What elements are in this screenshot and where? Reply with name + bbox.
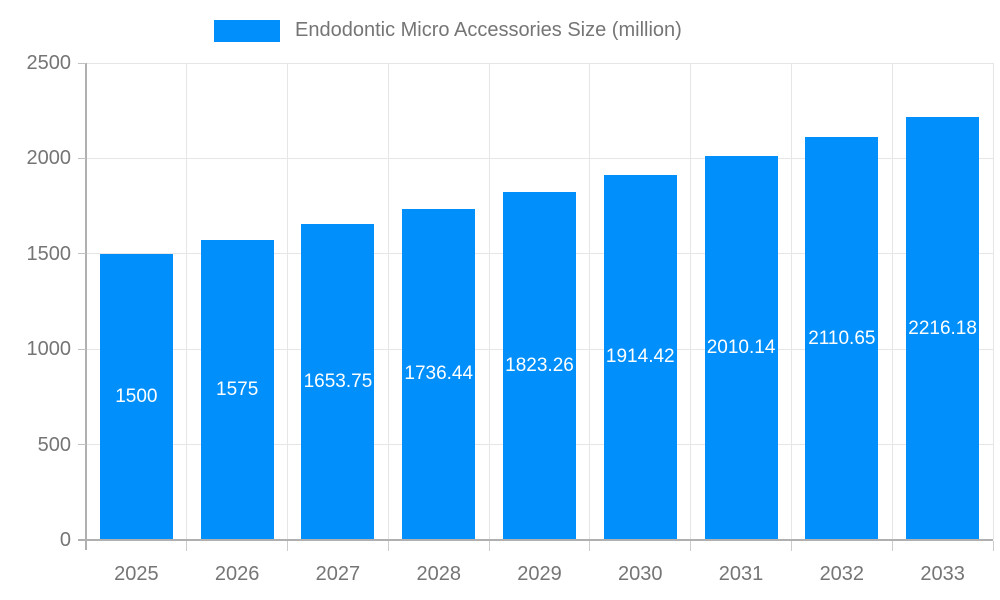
- y-axis-tick: [78, 348, 86, 350]
- gridline-vertical: [488, 63, 490, 540]
- x-axis-label: 2031: [718, 563, 764, 585]
- gridline-vertical: [690, 63, 692, 540]
- x-axis-tick: [287, 541, 289, 551]
- x-axis-tick: [387, 541, 389, 551]
- x-axis-label: 2029: [517, 563, 562, 585]
- bar-2025: 1500: [99, 253, 173, 540]
- x-axis-tick: [488, 541, 490, 551]
- gridline-horizontal: [86, 157, 993, 159]
- x-axis-tick: [186, 541, 188, 551]
- gridline-vertical: [287, 63, 289, 540]
- bar-value-label: 2110.65: [808, 327, 876, 349]
- bar-value-label: 1914.42: [605, 346, 675, 368]
- bar-value-label: 2216.18: [908, 317, 977, 339]
- y-axis-label: 500: [37, 433, 71, 456]
- x-axis-label: 2033: [920, 563, 965, 585]
- y-axis-label: 0: [59, 529, 71, 551]
- y-axis-tick: [78, 253, 86, 255]
- bar-2028: 1736.44: [402, 208, 476, 540]
- bar-2027: 1653.75: [301, 224, 375, 540]
- bar-value-label: 1500: [115, 385, 158, 407]
- x-axis-label: 2026: [214, 563, 260, 585]
- x-axis-line: [78, 539, 993, 541]
- bar-value-label: 1736.44: [404, 363, 474, 385]
- bar-2031: 2010.14: [704, 156, 778, 540]
- gridline-vertical: [186, 63, 188, 540]
- y-axis-label: 1500: [26, 242, 72, 265]
- x-axis-tick: [589, 541, 591, 551]
- legend: Endodontic Micro Accessories Size (milli…: [214, 19, 682, 42]
- y-axis-tick: [78, 157, 86, 159]
- plot-area: 1500 1575 1653.75 1736.44 1823.26 1914.42 2010…: [86, 62, 994, 540]
- bar-2030: 1914.42: [603, 174, 677, 540]
- x-axis-label: 2030: [618, 563, 663, 585]
- y-axis-label: 2000: [26, 147, 72, 170]
- legend-label: Endodontic Micro Accessories Size (milli…: [295, 19, 682, 41]
- bar-value-label: 1823.26: [505, 355, 574, 377]
- bar-2029: 1823.26: [503, 192, 576, 540]
- x-axis-label: 2027: [315, 563, 361, 585]
- bar-2033: 2216.18: [906, 117, 980, 540]
- bar-value-label: 1575: [216, 378, 259, 400]
- bar-value-label: 1653.75: [303, 371, 373, 393]
- x-axis-label: 2025: [114, 563, 159, 585]
- x-axis-tick: [790, 541, 792, 551]
- gridline-vertical: [387, 63, 389, 540]
- y-axis-tick: [78, 62, 86, 64]
- legend-swatch: [214, 19, 280, 42]
- x-axis-tick: [891, 541, 893, 551]
- x-axis-tick: [992, 541, 994, 551]
- bar-2032: 2110.65: [805, 137, 879, 540]
- y-axis-label: 2500: [26, 52, 72, 74]
- gridline-vertical: [589, 63, 591, 540]
- gridline-horizontal: [86, 62, 993, 64]
- y-axis-line: [85, 63, 87, 550]
- y-axis-label: 1000: [26, 338, 72, 361]
- gridline-vertical: [790, 63, 792, 540]
- y-axis-tick: [78, 444, 86, 446]
- bar-2026: 1575: [200, 239, 274, 540]
- x-axis-label: 2032: [819, 563, 865, 585]
- gridline-vertical: [992, 63, 994, 540]
- x-axis-label: 2028: [416, 563, 461, 585]
- gridline-vertical: [891, 63, 893, 540]
- x-axis-tick: [690, 541, 692, 551]
- bar-value-label: 2010.14: [706, 337, 776, 359]
